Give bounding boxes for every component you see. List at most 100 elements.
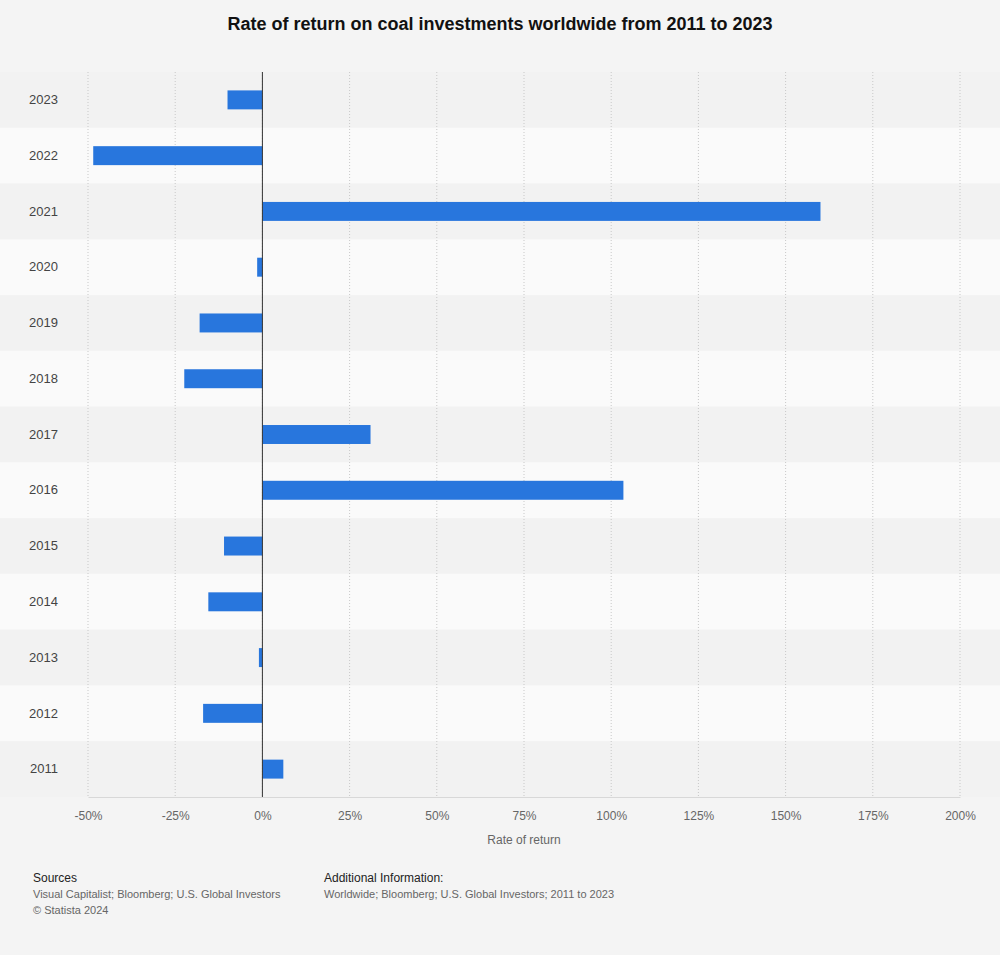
bar [208,592,262,611]
x-tick-label: 175% [858,809,889,823]
x-tick: 50% [425,797,449,823]
x-tick-label: 125% [684,809,715,823]
bar [224,537,262,556]
title: Rate of return on coal investments world… [227,14,772,34]
y-tick: 2015 [29,538,88,553]
row-band [0,685,1000,741]
row-band [0,630,1000,686]
additional-info-heading: Additional Information: [324,871,443,885]
grid-line [698,72,699,797]
bars [93,90,820,778]
y-tick: 2017 [29,427,88,442]
bar [262,760,283,779]
x-tick-label: 0% [254,809,272,823]
grid [88,72,960,797]
row-bands [0,72,1000,797]
y-tick-label: 2016 [29,482,58,497]
bar [200,313,263,332]
sources-heading: Sources [33,871,77,885]
grid-line [88,72,89,797]
x-axis-title: Rate of return [487,833,560,847]
grid-line [436,72,437,797]
row-band [0,128,1000,184]
x-axis: -50% -25% 0% 25% 50% 75% 100% 125% 150% 175% 200% [74,797,976,823]
x-tick: 100% [596,797,627,823]
y-tick-label: 2020 [29,259,58,274]
x-tick-label: 75% [512,809,536,823]
grid-line [175,72,176,797]
x-tick: 75% [512,797,536,823]
bar [203,704,262,723]
y-tick: 2021 [29,204,88,219]
grid-line [262,72,263,797]
x-tick: 200% [945,797,976,823]
chart: -50% -25% 0% 25% 50% 75% 100% 125% 150% 175% 200% 2… [0,0,1000,955]
x-tick-label: 25% [338,809,362,823]
bar [262,425,370,444]
bar [93,146,262,165]
bar [184,369,262,388]
y-tick-label: 2017 [29,427,58,442]
row-band [0,741,1000,797]
bar [259,648,262,667]
grid-line [524,72,525,797]
row-band [0,72,1000,128]
y-tick-label: 2013 [29,650,58,665]
x-tick-label: -25% [162,809,190,823]
y-tick: 2012 [29,706,88,721]
x-tick: -25% [162,797,190,823]
y-tick: 2011 [30,761,88,776]
y-tick-label: 2019 [29,315,58,330]
y-tick: 2020 [29,259,88,274]
x-tick: 175% [858,797,889,823]
plot: -50% -25% 0% 25% 50% 75% 100% 125% 150% 175% 200% 2… [0,72,1000,823]
x-tick: 0% [254,797,272,823]
sources: Visual Capitalist; Bloomberg; U.S. Globa… [33,888,281,900]
x-tick-label: 100% [596,809,627,823]
y-tick-label: 2014 [29,594,58,609]
row-band [0,462,1000,518]
x-axis-line [89,797,961,798]
y-tick-label: 2021 [29,204,58,219]
y-tick-label: 2015 [29,538,58,553]
background [0,0,1000,955]
y-tick-label: 2011 [30,761,58,776]
y-tick: 2022 [29,148,88,163]
y-tick-label: 2023 [29,92,58,107]
x-tick-label: 150% [771,809,802,823]
grid-line [872,72,873,797]
y-tick: 2019 [29,315,88,330]
bar [262,202,820,221]
y-tick: 2013 [29,650,88,665]
y-axis-line [88,73,89,798]
zero-line [262,72,263,797]
x-tick-label: -50% [74,809,102,823]
row-band [0,295,1000,351]
y-axis: 2023 2022 2021 2020 2019 2018 2017 2016 2015 2014… [29,73,88,798]
grid-line [785,72,786,797]
x-tick: -50% [74,797,102,823]
y-tick: 2023 [29,92,88,107]
grid-line [960,72,961,797]
y-tick: 2018 [29,371,88,386]
x-tick: 25% [338,797,362,823]
y-tick-label: 2018 [29,371,58,386]
row-band [0,239,1000,295]
bar [257,258,262,277]
y-tick: 2014 [29,594,88,609]
row-band [0,407,1000,463]
row-band [0,574,1000,630]
x-tick: 125% [684,797,715,823]
x-tick: 150% [771,797,802,823]
y-tick-label: 2022 [29,148,58,163]
additional-info: Worldwide; Bloomberg; U.S. Global Invest… [324,888,614,900]
row-band [0,184,1000,240]
copyright: © Statista 2024 [33,904,108,916]
row-band [0,351,1000,407]
x-tick-label: 200% [945,809,976,823]
bar [228,90,263,109]
y-tick: 2016 [29,482,88,497]
grid-line [611,72,612,797]
x-tick-label: 50% [425,809,449,823]
bar [262,481,623,500]
